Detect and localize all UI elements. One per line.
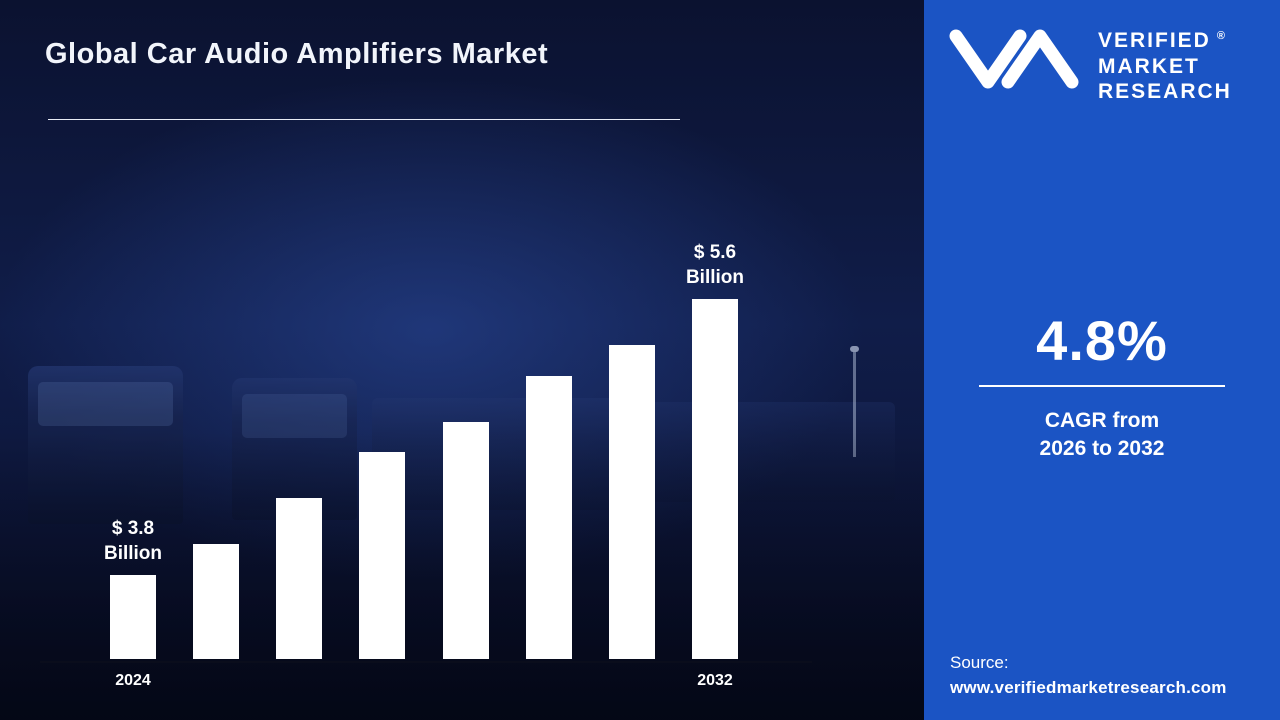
- cagr-caption-line2: 2026 to 2032: [1039, 436, 1165, 460]
- bar-value-label: $ 3.8 Billion: [103, 517, 163, 565]
- bar-chart: $ 3.8 Billion 2024 $ 5.6 Billion 2032: [104, 179, 744, 689]
- bar-value-label: $ 5.6 Billion: [685, 241, 745, 289]
- stat-divider: [979, 384, 1225, 387]
- bar-group: [193, 179, 240, 659]
- cagr-caption: CAGR from 2026 to 2032: [944, 407, 1260, 462]
- registered-trademark: ®: [1216, 30, 1225, 42]
- bar: [110, 575, 156, 659]
- bar-group: [276, 179, 323, 659]
- vmr-logo-text: VERIFIED ® MARKET RESEARCH: [1098, 24, 1232, 105]
- bar-group: [608, 179, 655, 659]
- logo-line-verified: VERIFIED: [1098, 29, 1211, 52]
- bar-group: [359, 179, 406, 659]
- vmr-logo: VERIFIED ® MARKET RESEARCH: [924, 0, 1280, 105]
- title-underline: [48, 119, 680, 120]
- bar: [608, 345, 655, 659]
- bar: [525, 376, 572, 659]
- bar: [442, 422, 489, 659]
- cagr-caption-line1: CAGR from: [1044, 408, 1160, 432]
- logo-line-research: RESEARCH: [1098, 80, 1232, 104]
- bar: [359, 452, 406, 659]
- cagr-value: 4.8%: [1036, 308, 1168, 372]
- source-label: Source:: [950, 653, 1009, 672]
- x-axis-label: 2032: [697, 672, 733, 689]
- x-axis-line: [40, 661, 812, 663]
- x-axis-label: 2024: [115, 672, 151, 689]
- vmr-monogram-icon: [949, 29, 1079, 89]
- bar: [193, 544, 240, 659]
- bar: [691, 299, 738, 659]
- info-panel: VERIFIED ® MARKET RESEARCH 4.8% CAGR from…: [924, 0, 1280, 720]
- bar-group: $ 5.6 Billion 2032: [686, 179, 744, 689]
- cagr-stat: 4.8% CAGR from 2026 to 2032: [924, 308, 1280, 462]
- bar-group: [442, 179, 489, 659]
- bar: [276, 498, 323, 659]
- logo-line-market: MARKET: [1098, 54, 1200, 78]
- bar-group: $ 3.8 Billion 2024: [104, 179, 162, 689]
- page-title: Global Car Audio Amplifiers Market: [45, 38, 549, 70]
- source-url: www.verifiedmarketresearch.com: [950, 678, 1227, 697]
- bar-group: [525, 179, 572, 659]
- source-block: Source: www.verifiedmarketresearch.com: [924, 653, 1280, 720]
